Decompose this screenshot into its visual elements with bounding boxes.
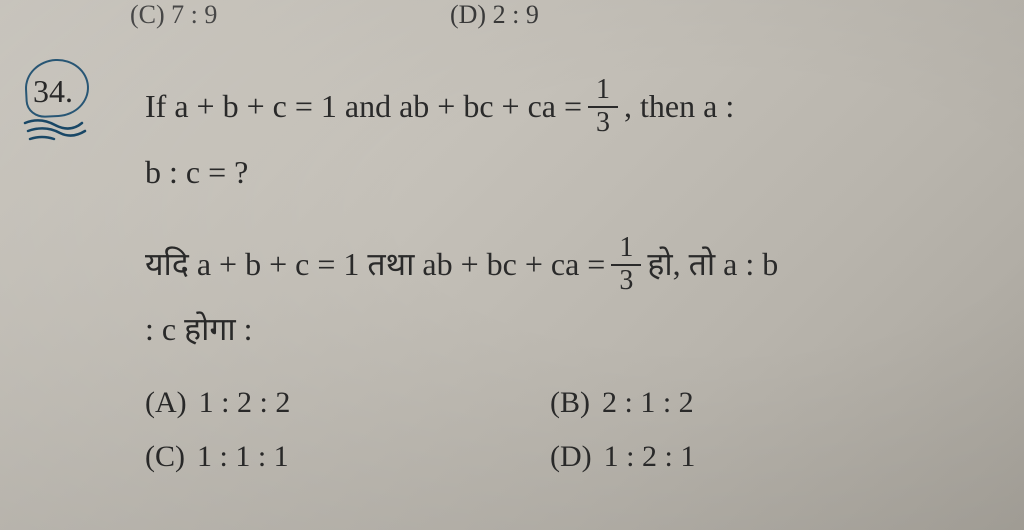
- option-d-value: 1 : 2 : 1: [604, 440, 696, 474]
- fraction-numerator: 1: [588, 75, 618, 108]
- hindi-text-1b: हो, तो a : b: [647, 239, 778, 290]
- option-b-label: (B): [550, 386, 590, 420]
- hindi-text-2: : c होगा :: [145, 304, 253, 355]
- option-a-value: 1 : 2 : 2: [199, 386, 291, 420]
- fraction-1: 1 3: [588, 75, 618, 139]
- page-content: (C) 7 : 9 (D) 2 : 9 34. If a + b + c = 1…: [0, 0, 1024, 494]
- question-number: 34.: [33, 73, 73, 110]
- prev-option-c: (C) 7 : 9: [130, 0, 217, 30]
- hindi-line-1: यदि a + b + c = 1 तथा ab + bc + ca = 1 3…: [145, 233, 984, 297]
- english-text-1b: , then a :: [624, 81, 734, 132]
- option-a: (A) 1 : 2 : 2: [145, 386, 490, 420]
- options-grid: (A) 1 : 2 : 2 (B) 2 : 1 : 2 (C) 1 : 1 : …: [145, 386, 895, 474]
- option-d-label: (D): [550, 440, 592, 474]
- pen-scribble-annotation: [20, 115, 90, 145]
- fraction-denominator: 3: [588, 108, 618, 139]
- option-d: (D) 1 : 2 : 1: [550, 440, 895, 474]
- option-c: (C) 1 : 1 : 1: [145, 440, 490, 474]
- option-a-label: (A): [145, 386, 187, 420]
- fraction-denominator-2: 3: [611, 266, 641, 297]
- prev-option-d: (D) 2 : 9: [450, 0, 539, 30]
- hindi-text-1a: यदि a + b + c = 1 तथा ab + bc + ca =: [145, 239, 605, 290]
- hindi-line-2: : c होगा :: [145, 304, 984, 355]
- fraction-numerator-2: 1: [611, 233, 641, 266]
- option-c-label: (C): [145, 440, 185, 474]
- english-line-1: If a + b + c = 1 and ab + bc + ca = 1 3 …: [145, 75, 984, 139]
- english-text-2: b : c = ?: [145, 147, 248, 198]
- english-line-2: b : c = ?: [145, 147, 984, 198]
- question-content: If a + b + c = 1 and ab + bc + ca = 1 3 …: [145, 75, 984, 474]
- option-b-value: 2 : 1 : 2: [602, 386, 694, 420]
- option-b: (B) 2 : 1 : 2: [550, 386, 895, 420]
- english-text-1a: If a + b + c = 1 and ab + bc + ca =: [145, 81, 582, 132]
- option-c-value: 1 : 1 : 1: [197, 440, 289, 474]
- fraction-2: 1 3: [611, 233, 641, 297]
